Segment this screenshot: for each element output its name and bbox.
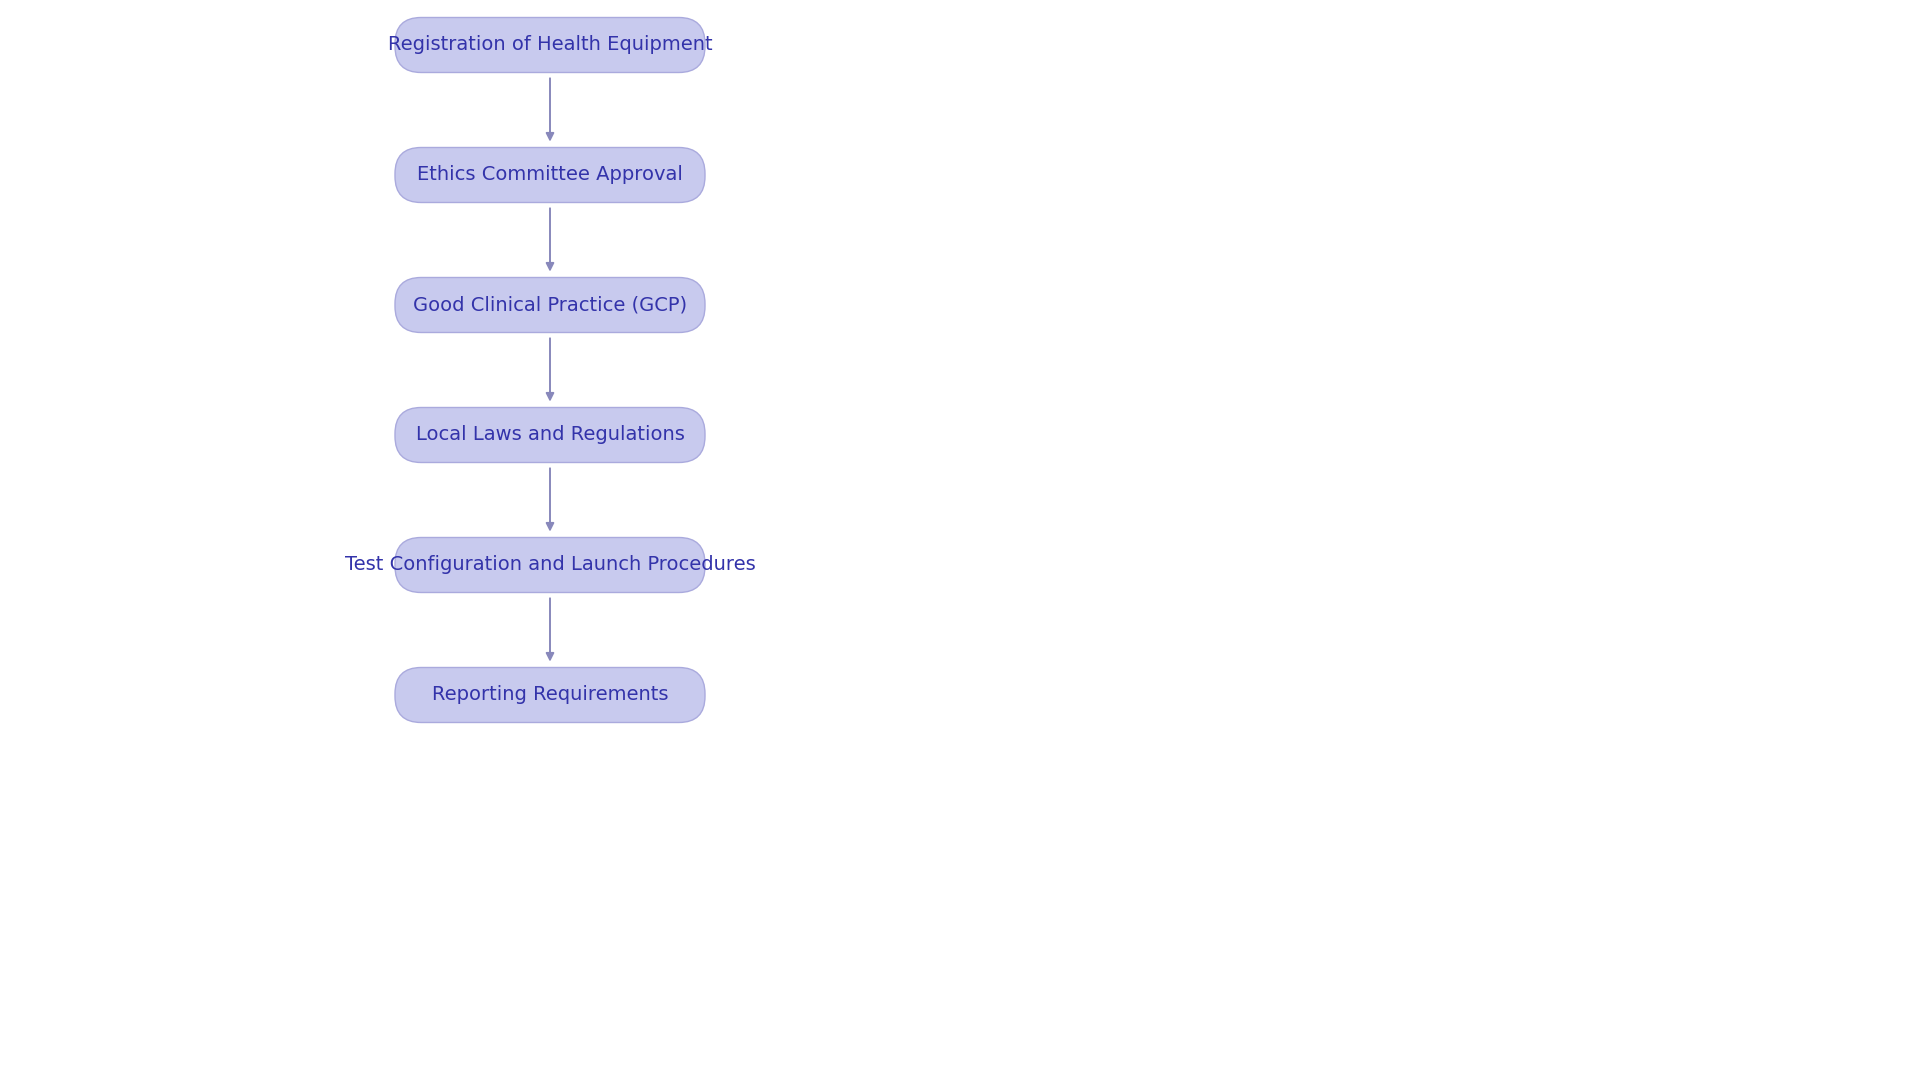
- Text: Registration of Health Equipment: Registration of Health Equipment: [388, 36, 712, 54]
- FancyBboxPatch shape: [396, 147, 705, 203]
- Text: Reporting Requirements: Reporting Requirements: [432, 686, 668, 705]
- Text: Good Clinical Practice (GCP): Good Clinical Practice (GCP): [413, 296, 687, 314]
- FancyBboxPatch shape: [396, 277, 705, 332]
- Text: Local Laws and Regulations: Local Laws and Regulations: [415, 426, 684, 444]
- FancyBboxPatch shape: [396, 537, 705, 592]
- FancyBboxPatch shape: [396, 17, 705, 73]
- Text: Ethics Committee Approval: Ethics Committee Approval: [417, 166, 684, 184]
- FancyBboxPatch shape: [396, 407, 705, 462]
- Text: Test Configuration and Launch Procedures: Test Configuration and Launch Procedures: [344, 556, 755, 574]
- FancyBboxPatch shape: [396, 667, 705, 722]
